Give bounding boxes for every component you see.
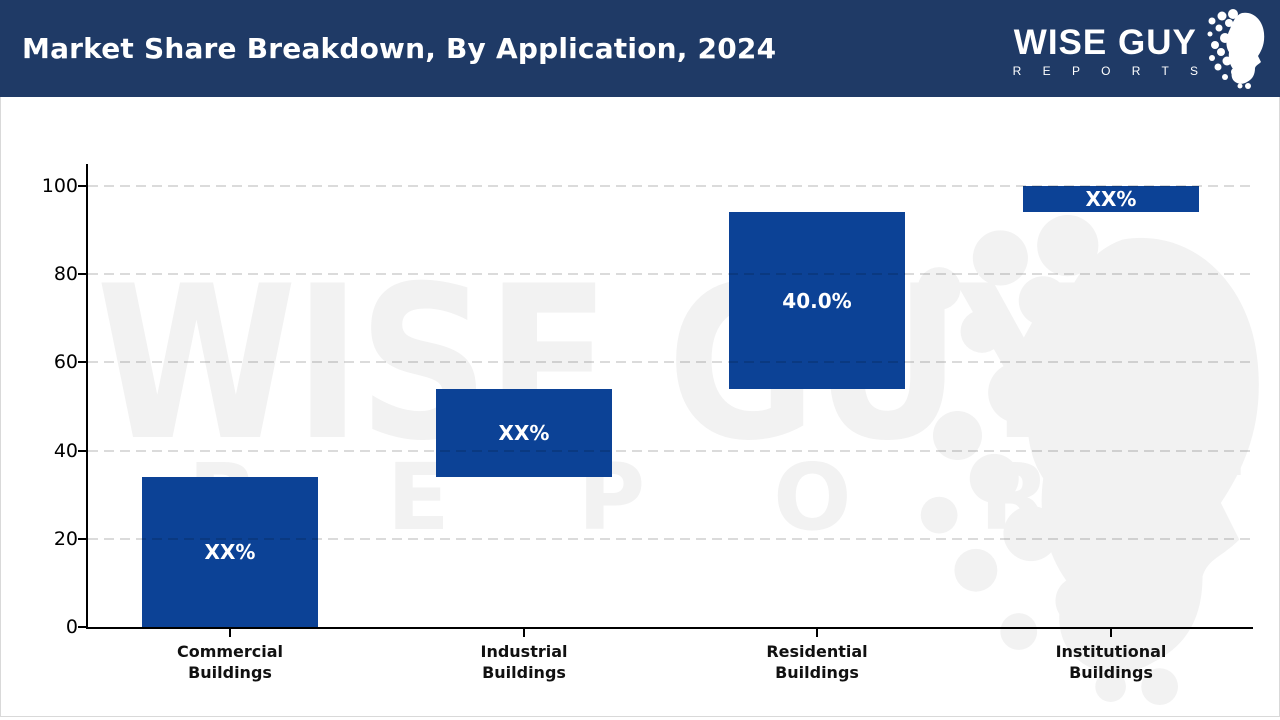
gridline-100	[88, 185, 1253, 187]
x-tick-label-3: Residential Buildings	[766, 642, 868, 682]
gridline-80	[88, 273, 1253, 276]
x-tick-label-1: Commercial Buildings	[176, 642, 284, 682]
y-tick-label-40: 40	[53, 439, 78, 462]
y-tick-label-80: 80	[53, 263, 78, 286]
brand-logo-text: WISE GUY R E P O R T S	[1013, 25, 1198, 77]
x-tick-3	[816, 629, 818, 637]
watermark-face-icon	[911, 215, 1259, 705]
bar-value-label: XX%	[498, 420, 550, 445]
face-profile-logo-icon	[1207, 8, 1265, 89]
gridline-20	[88, 537, 1253, 540]
y-tick-label-100: 100	[41, 175, 78, 197]
brand-logo: WISE GUY R E P O R T S	[1013, 8, 1266, 89]
bar-industrial-buildings: XX%	[436, 388, 612, 478]
y-tick-60	[78, 361, 86, 364]
x-tick-2	[523, 629, 525, 637]
bar-value-label: XX%	[1085, 187, 1137, 212]
y-tick-100	[78, 185, 86, 187]
bar-institutional-buildings: XX%	[1023, 186, 1199, 213]
x-tick-label-4: Institutional Buildings	[1055, 642, 1167, 682]
brand-name: WISE GUY	[1013, 22, 1197, 62]
y-tick-label-0: 0	[65, 616, 78, 638]
x-tick-label-2: Industrial Buildings	[480, 642, 568, 682]
x-axis-line	[86, 627, 1253, 629]
y-tick-80	[78, 273, 86, 276]
gridline-40	[88, 449, 1253, 452]
x-tick-1	[229, 629, 231, 637]
bar-residential-buildings: 40.0%	[729, 212, 905, 389]
y-tick-20	[78, 537, 86, 540]
chart-title: Market Share Breakdown, By Application, …	[22, 32, 777, 65]
bar-value-label: XX%	[204, 540, 256, 565]
bar-commercial-buildings: XX%	[142, 477, 318, 627]
bar-value-label: 40.0%	[782, 288, 852, 313]
y-tick-label-60: 60	[53, 351, 78, 374]
y-tick-0	[78, 626, 86, 628]
header-bar: Market Share Breakdown, By Application, …	[0, 0, 1280, 97]
y-tick-40	[78, 449, 86, 452]
brand-subname: R E P O R T S	[1012, 63, 1207, 78]
x-tick-4	[1110, 629, 1112, 637]
y-axis-line	[86, 164, 88, 629]
y-tick-label-20: 20	[53, 527, 78, 550]
gridline-60	[88, 361, 1253, 364]
